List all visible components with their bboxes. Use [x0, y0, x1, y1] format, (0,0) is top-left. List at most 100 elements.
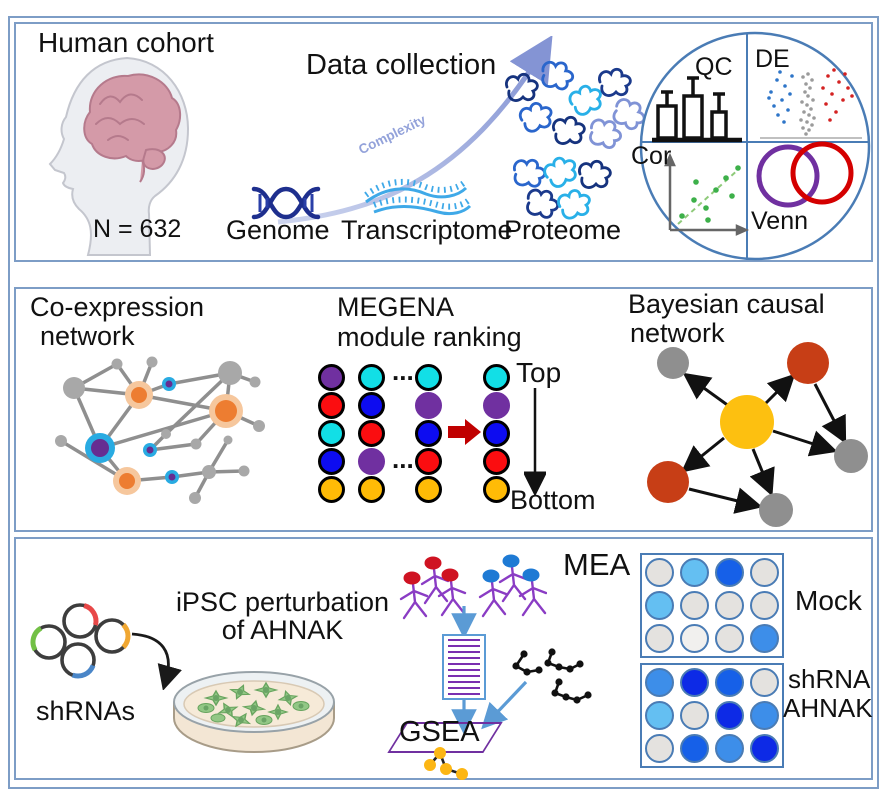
module-dot-blue — [358, 392, 385, 419]
shrna-label-line1: shRNA — [788, 664, 871, 694]
module-dot-red — [415, 448, 442, 475]
coexpression-title-line2: network — [40, 321, 135, 351]
module-ranking-arrow-icon — [448, 419, 481, 445]
module-dot-orange — [358, 476, 385, 503]
mea-well — [750, 701, 779, 730]
de-label: DE — [755, 45, 790, 73]
shrna-label-line2: AHNAK — [783, 693, 873, 723]
brain-shape — [83, 73, 182, 162]
ellipsis-bottom: ... — [392, 444, 414, 474]
mea-well — [680, 558, 709, 587]
module-column-3 — [415, 364, 442, 503]
data-collection-title: Data collection — [306, 49, 497, 81]
mea-well — [715, 591, 744, 620]
transcriptome-label: Transcriptome — [341, 215, 513, 245]
megena-title-line2: module ranking — [337, 322, 522, 352]
ipsc-title: iPSC perturbation of AHNAK — [155, 588, 410, 645]
mea-well — [680, 624, 709, 653]
mea-well — [680, 591, 709, 620]
bayesian-title-line2: network — [630, 318, 725, 348]
top-bottom-arrow-icon — [524, 388, 546, 496]
mea-well — [645, 558, 674, 587]
gene-list-icon — [442, 634, 486, 700]
bayesian-network-icon — [647, 342, 868, 527]
cerebellum-shape — [139, 148, 166, 183]
mea-plate-mock — [640, 553, 784, 658]
module-dot-red — [318, 392, 345, 419]
stick-figure-group — [399, 554, 547, 620]
mea-title: MEA — [563, 547, 631, 582]
mea-well — [750, 624, 779, 653]
plasmid-icon — [30, 602, 131, 679]
module-column-4 — [483, 364, 510, 503]
mea-well — [715, 624, 744, 653]
mea-well — [715, 701, 744, 730]
module-dot-orange — [415, 476, 442, 503]
module-dot-red — [358, 420, 385, 447]
mea-well — [750, 668, 779, 697]
brain-folds — [95, 93, 145, 141]
mea-well — [750, 591, 779, 620]
proteome-label: Proteome — [504, 215, 622, 245]
shrnas-label: shRNAs — [36, 696, 136, 726]
protein-icon — [505, 57, 647, 223]
module-dot-cyan — [318, 420, 345, 447]
coexpression-network-icon — [55, 356, 265, 504]
mea-well — [680, 701, 709, 730]
mea-well — [645, 734, 674, 763]
qc-label: QC — [695, 53, 733, 81]
ipsc-title-line1: iPSC perturbation — [175, 587, 390, 617]
module-column-2 — [358, 364, 385, 503]
module-dot-purple — [483, 392, 510, 419]
module-dot-orange — [318, 476, 345, 503]
volcano-plot-icon — [760, 68, 862, 139]
module-dot-purple — [415, 392, 442, 419]
dna-icon — [251, 186, 321, 220]
petri-dish-icon — [173, 671, 335, 753]
mea-well — [715, 734, 744, 763]
boxplot-icon — [652, 76, 742, 143]
module-dot-purple — [318, 364, 345, 391]
genome-label: Genome — [226, 215, 330, 245]
gene-list-lines — [448, 639, 480, 695]
bayesian-title-line1: Bayesian causal — [628, 289, 825, 319]
cor-label: Cor — [631, 142, 672, 170]
mea-well — [680, 734, 709, 763]
module-dot-cyan — [415, 364, 442, 391]
rna-icon — [364, 178, 472, 216]
module-column-1 — [318, 364, 345, 503]
human-head-brain-icon — [48, 56, 190, 256]
curved-arrow-icon — [131, 632, 182, 690]
flow-arrows-blue — [451, 606, 528, 735]
mea-well — [715, 558, 744, 587]
mea-well — [645, 701, 674, 730]
mock-label: Mock — [795, 585, 862, 616]
bottom-label: Bottom — [510, 485, 596, 515]
module-dot-purple — [358, 448, 385, 475]
mea-well — [750, 734, 779, 763]
top-label: Top — [516, 357, 562, 388]
module-dot-blue — [415, 420, 442, 447]
mea-well — [750, 558, 779, 587]
module-dot-blue — [483, 420, 510, 447]
module-dot-orange — [483, 476, 510, 503]
mea-well — [715, 668, 744, 697]
ellipsis-top: ... — [392, 356, 414, 386]
megena-title-line1: MEGENA — [337, 292, 455, 322]
module-dot-cyan — [483, 364, 510, 391]
cohort-n-label: N = 632 — [93, 215, 182, 243]
coexpression-title-line1: Co-expression — [30, 292, 205, 322]
module-dot-red — [483, 448, 510, 475]
molecule-network-icon — [512, 648, 592, 704]
module-dot-blue — [318, 448, 345, 475]
gsea-label: GSEA — [399, 716, 480, 748]
diagonal-arrow-icon — [481, 680, 528, 730]
scatter-plot-icon — [664, 152, 750, 236]
ipsc-title-line2: of AHNAK — [221, 615, 344, 646]
module-hub-nodes — [85, 377, 243, 495]
human-cohort-title: Human cohort — [38, 27, 214, 58]
module-dot-cyan — [358, 364, 385, 391]
gene-cluster-icon — [424, 747, 468, 780]
mea-well — [680, 668, 709, 697]
